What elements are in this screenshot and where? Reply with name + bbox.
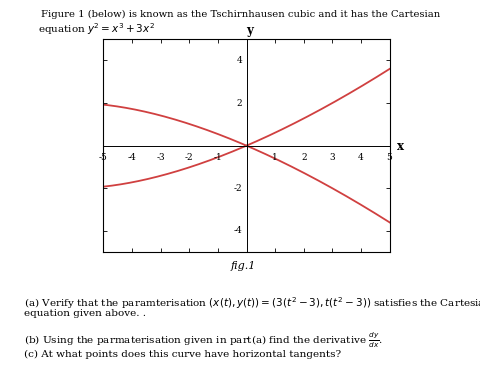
Text: 2: 2 [236, 99, 242, 108]
Text: -2: -2 [233, 184, 242, 193]
Text: equation $y^2 = x^3 + 3x^2$: equation $y^2 = x^3 + 3x^2$ [38, 22, 155, 37]
Text: -1: -1 [213, 153, 222, 162]
Text: 2: 2 [300, 153, 306, 162]
Text: Figure 1 (below) is known as the Tschirnhausen cubic and it has the Cartesian: Figure 1 (below) is known as the Tschirn… [41, 10, 439, 19]
Text: x: x [396, 140, 403, 153]
Text: -4: -4 [233, 226, 242, 235]
Text: 3: 3 [329, 153, 335, 162]
Text: -5: -5 [99, 153, 108, 162]
Text: fig.1: fig.1 [230, 261, 255, 271]
Text: (a) Verify that the paramterisation $(x(t), y(t)) = (3(t^2-3), t(t^2-3))$ satisf: (a) Verify that the paramterisation $(x(… [24, 295, 480, 311]
Text: -4: -4 [127, 153, 136, 162]
Text: -2: -2 [185, 153, 193, 162]
Text: (c) At what points does this curve have horizontal tangents?: (c) At what points does this curve have … [24, 350, 340, 359]
Text: 1: 1 [272, 153, 277, 162]
Text: 4: 4 [236, 56, 242, 65]
Text: 5: 5 [386, 153, 392, 162]
Text: 4: 4 [358, 153, 363, 162]
Text: -3: -3 [156, 153, 165, 162]
Text: equation given above. .: equation given above. . [24, 309, 146, 318]
Text: y: y [246, 24, 253, 37]
Text: (b) Using the parmaterisation given in part(a) find the derivative $\frac{dy}{dx: (b) Using the parmaterisation given in p… [24, 330, 383, 350]
